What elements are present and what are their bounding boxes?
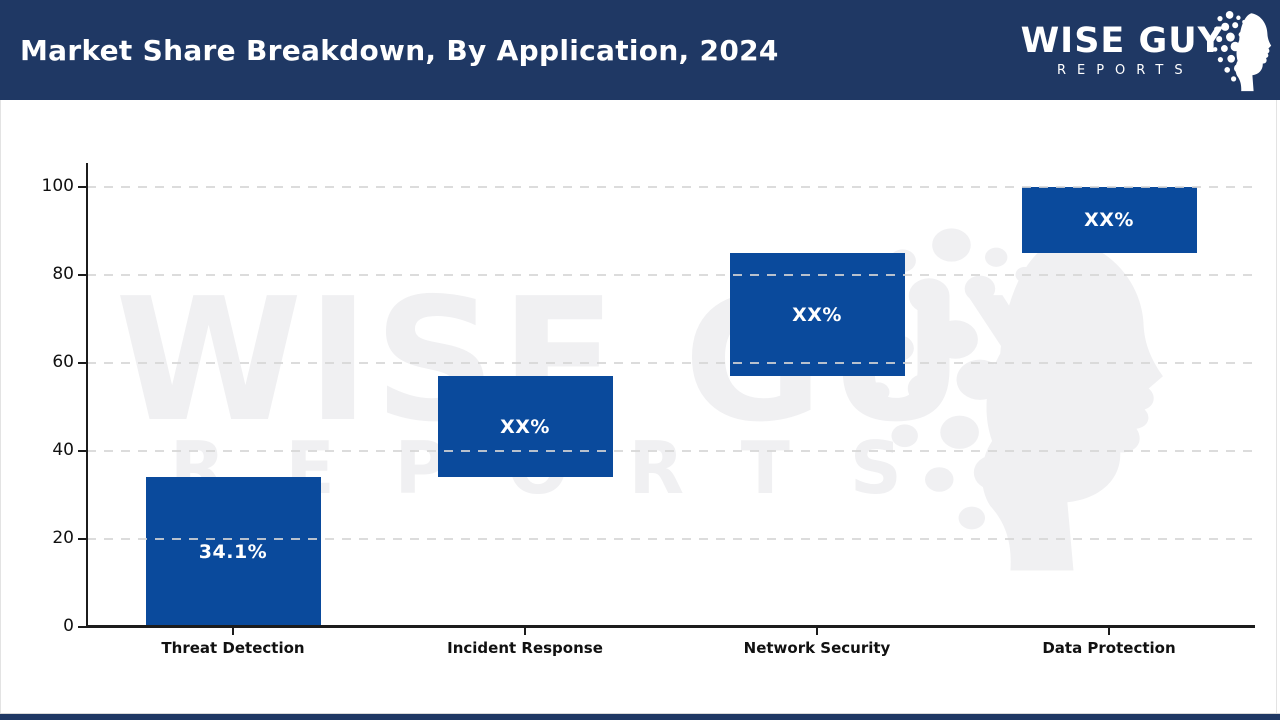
brand-subtitle: REPORTS — [1056, 63, 1194, 78]
bar-value-label: XX% — [792, 303, 842, 326]
x-tick-label: Threat Detection — [161, 639, 305, 657]
bar-segment — [729, 253, 905, 377]
y-axis-tick — [78, 626, 87, 628]
dotted-head-icon — [1213, 11, 1272, 92]
header-bar: Market Share Breakdown, By Application, … — [0, 0, 1280, 100]
gridline — [87, 450, 1255, 452]
bar-value-label: XX% — [500, 415, 550, 438]
x-axis-tick — [1108, 628, 1110, 635]
x-axis-line — [87, 625, 1255, 628]
brand-logo: WISE GUY REPORTS — [1021, 8, 1272, 94]
footer-divider — [0, 713, 1280, 714]
y-axis-tick — [78, 274, 87, 276]
x-axis-tick — [524, 628, 526, 635]
x-axis-tick — [232, 628, 234, 635]
chart-title: Market Share Breakdown, By Application, … — [20, 33, 779, 67]
y-axis-tick — [78, 362, 87, 364]
y-axis-tick — [78, 450, 87, 452]
x-tick-label: Data Protection — [1042, 639, 1176, 657]
y-tick-label: 20 — [52, 528, 74, 548]
y-tick-label: 60 — [52, 352, 74, 372]
x-tick-label: Incident Response — [447, 639, 603, 657]
bar-segment — [145, 476, 321, 627]
y-tick-label: 40 — [52, 440, 74, 460]
y-tick-label: 100 — [41, 176, 74, 196]
y-axis-line — [86, 163, 88, 628]
watermark-dotted-head — [867, 228, 1163, 571]
gridline — [87, 538, 1255, 540]
brand-logo-text: WISE GUY REPORTS — [1020, 21, 1224, 79]
brand-name: WISE GUY — [1020, 21, 1224, 61]
y-axis-tick — [78, 538, 87, 540]
x-axis-tick — [816, 628, 818, 635]
bar-value-label: XX% — [1084, 209, 1134, 231]
gridline — [87, 274, 1255, 276]
y-tick-label: 0 — [63, 616, 74, 636]
figure-left-border — [0, 100, 1, 714]
gridline — [87, 186, 1255, 188]
y-tick-label: 80 — [52, 264, 74, 284]
gridline — [87, 362, 1255, 364]
figure-right-border — [1276, 100, 1277, 714]
footer-bar — [0, 714, 1280, 720]
y-axis-tick — [78, 186, 87, 188]
bar-value-label: 34.1% — [198, 540, 268, 563]
x-tick-label: Network Security — [743, 639, 891, 657]
bar-segment — [437, 376, 613, 477]
